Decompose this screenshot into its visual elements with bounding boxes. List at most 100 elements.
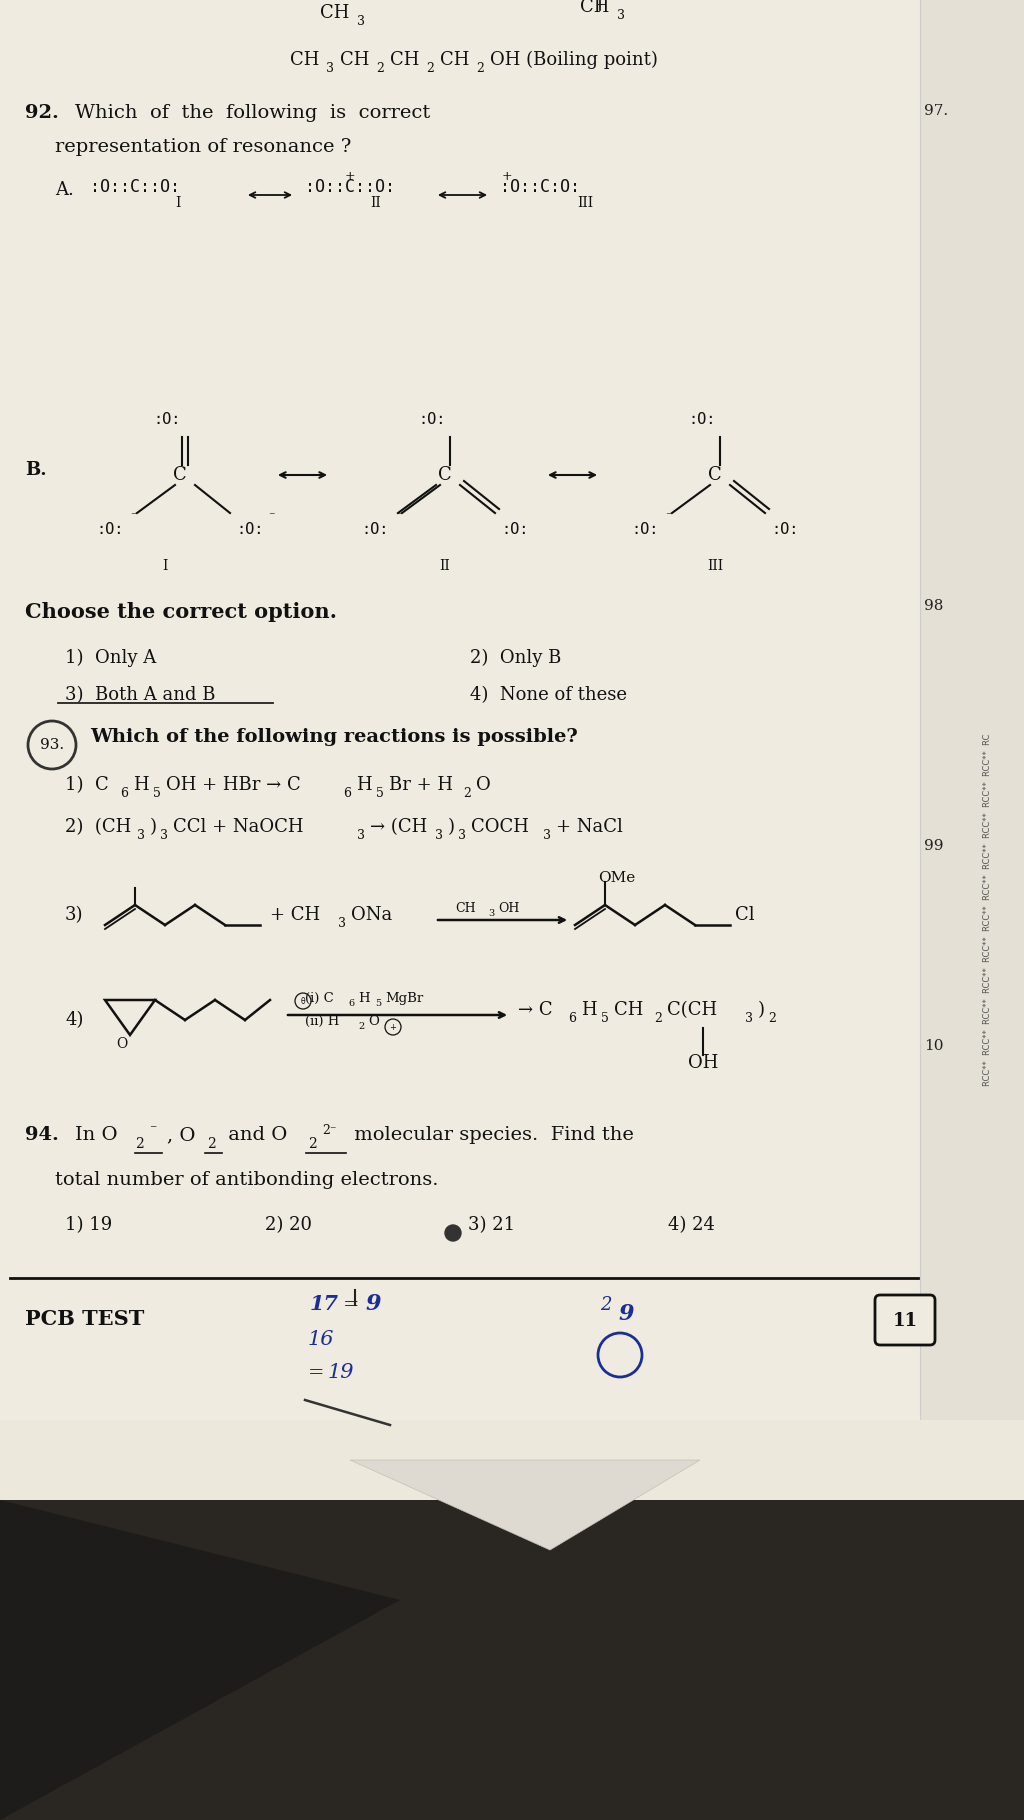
Text: C: C <box>709 466 722 484</box>
Text: ): ) <box>150 817 157 835</box>
Text: 2: 2 <box>207 1138 216 1150</box>
Text: CCl + NaOCH: CCl + NaOCH <box>173 817 303 835</box>
Text: I: I <box>175 197 180 209</box>
Text: representation of resonance ?: representation of resonance ? <box>55 138 351 157</box>
Text: OH + HBr → C: OH + HBr → C <box>166 775 301 794</box>
Text: COCH: COCH <box>471 817 528 835</box>
Text: 5: 5 <box>601 1012 609 1025</box>
Text: CH: CH <box>390 51 420 69</box>
Text: C(CH: C(CH <box>667 1001 717 1019</box>
Text: 3): 3) <box>65 906 84 925</box>
Text: 3: 3 <box>458 828 466 843</box>
Text: CH: CH <box>340 51 370 69</box>
Text: Which  of  the  following  is  correct: Which of the following is correct <box>75 104 430 122</box>
Text: (i) C: (i) C <box>305 992 334 1005</box>
Text: and O: and O <box>222 1127 288 1145</box>
Text: 2: 2 <box>600 1296 611 1314</box>
Text: → (CH: → (CH <box>370 817 427 835</box>
Text: ): ) <box>449 817 455 835</box>
Text: 9: 9 <box>618 1303 634 1325</box>
Text: , O: , O <box>167 1127 196 1145</box>
Text: +: + <box>389 1023 396 1032</box>
Text: III: III <box>707 559 723 573</box>
Text: 2: 2 <box>426 62 434 75</box>
Text: :O:: :O: <box>154 413 180 428</box>
Text: + CH: + CH <box>270 906 321 925</box>
Text: Choose the correct option.: Choose the correct option. <box>25 602 337 622</box>
Text: :O::C::O:: :O::C::O: <box>90 178 180 197</box>
Text: In O: In O <box>75 1127 118 1145</box>
Text: O: O <box>476 775 490 794</box>
Text: 2) 20: 2) 20 <box>265 1216 312 1234</box>
Text: total number of antibonding electrons.: total number of antibonding electrons. <box>55 1170 438 1188</box>
Text: 97.: 97. <box>924 104 948 118</box>
Text: 1) 19: 1) 19 <box>65 1216 113 1234</box>
Text: O: O <box>368 1016 379 1028</box>
Text: 16: 16 <box>308 1330 335 1349</box>
Text: H: H <box>358 992 370 1005</box>
Text: 5: 5 <box>153 786 161 801</box>
Text: 19: 19 <box>328 1363 354 1381</box>
Text: ): ) <box>758 1001 765 1019</box>
Text: → C: → C <box>518 1001 553 1019</box>
Text: 3: 3 <box>617 9 625 22</box>
Text: II: II <box>370 197 381 209</box>
Text: 4)  None of these: 4) None of these <box>470 686 627 704</box>
Text: +: + <box>345 169 355 184</box>
Text: II: II <box>439 559 451 573</box>
Text: MgBr: MgBr <box>385 992 423 1005</box>
Text: 6: 6 <box>343 786 351 801</box>
Text: I: I <box>163 559 168 573</box>
Text: 2)  (CH: 2) (CH <box>65 817 131 835</box>
Text: OMe: OMe <box>598 872 635 885</box>
Text: 1)  Only A: 1) Only A <box>65 648 157 666</box>
Bar <box>0 0 920 1820</box>
Text: C: C <box>173 466 186 484</box>
Text: 3: 3 <box>160 828 168 843</box>
Text: 2: 2 <box>358 1023 365 1030</box>
Text: CH: CH <box>614 1001 643 1019</box>
Bar <box>920 0 1024 1820</box>
Text: 6: 6 <box>348 999 354 1008</box>
Text: =: = <box>308 1363 325 1381</box>
Text: ⁻: ⁻ <box>150 1123 157 1138</box>
Text: 5: 5 <box>375 999 381 1008</box>
Text: =: = <box>343 1296 359 1314</box>
Text: (ii) H: (ii) H <box>305 1016 339 1028</box>
Text: C: C <box>438 466 452 484</box>
Text: 10: 10 <box>924 1039 943 1054</box>
Polygon shape <box>0 1500 1024 1820</box>
Text: Cl: Cl <box>735 906 755 925</box>
Text: 2: 2 <box>476 62 484 75</box>
Text: CH: CH <box>319 4 349 22</box>
Text: 3: 3 <box>357 828 365 843</box>
Text: :O::C:O:: :O::C:O: <box>500 178 580 197</box>
Text: ⁻: ⁻ <box>130 510 136 522</box>
Text: 1)  C: 1) C <box>65 775 109 794</box>
Text: :O::C::O:: :O::C::O: <box>305 178 395 197</box>
Text: ⁻: ⁻ <box>268 510 274 522</box>
Text: :O:: :O: <box>632 522 658 537</box>
Text: 17: 17 <box>310 1294 339 1314</box>
Polygon shape <box>350 1460 700 1551</box>
Text: CH: CH <box>290 51 319 69</box>
Text: RCC**  RCC**  RCC**  RCC**  RCC**  RCC**  RCC**  RCC**  RCC**  RCC**  RCC**  RC: RCC** RCC** RCC** RCC** RCC** RCC** RCC*… <box>983 733 992 1087</box>
Text: PCB TEST: PCB TEST <box>25 1309 144 1329</box>
Text: :O:: :O: <box>688 413 716 428</box>
Text: 6: 6 <box>568 1012 575 1025</box>
Text: 93.: 93. <box>40 737 65 752</box>
Text: 2⁻: 2⁻ <box>322 1125 337 1138</box>
Text: 2: 2 <box>654 1012 662 1025</box>
Text: 3) 21: 3) 21 <box>468 1216 515 1234</box>
Text: :O:: :O: <box>96 522 124 537</box>
Text: 3: 3 <box>326 62 334 75</box>
Text: A.: A. <box>55 180 74 198</box>
Text: Br + H: Br + H <box>389 775 453 794</box>
Text: :O:: :O: <box>502 522 528 537</box>
Text: OH (Boiling point): OH (Boiling point) <box>490 51 657 69</box>
Text: OH: OH <box>688 1054 719 1072</box>
Text: 3: 3 <box>435 828 443 843</box>
Text: H: H <box>356 775 372 794</box>
Text: 3: 3 <box>357 15 365 27</box>
Text: 4): 4) <box>65 1010 83 1028</box>
